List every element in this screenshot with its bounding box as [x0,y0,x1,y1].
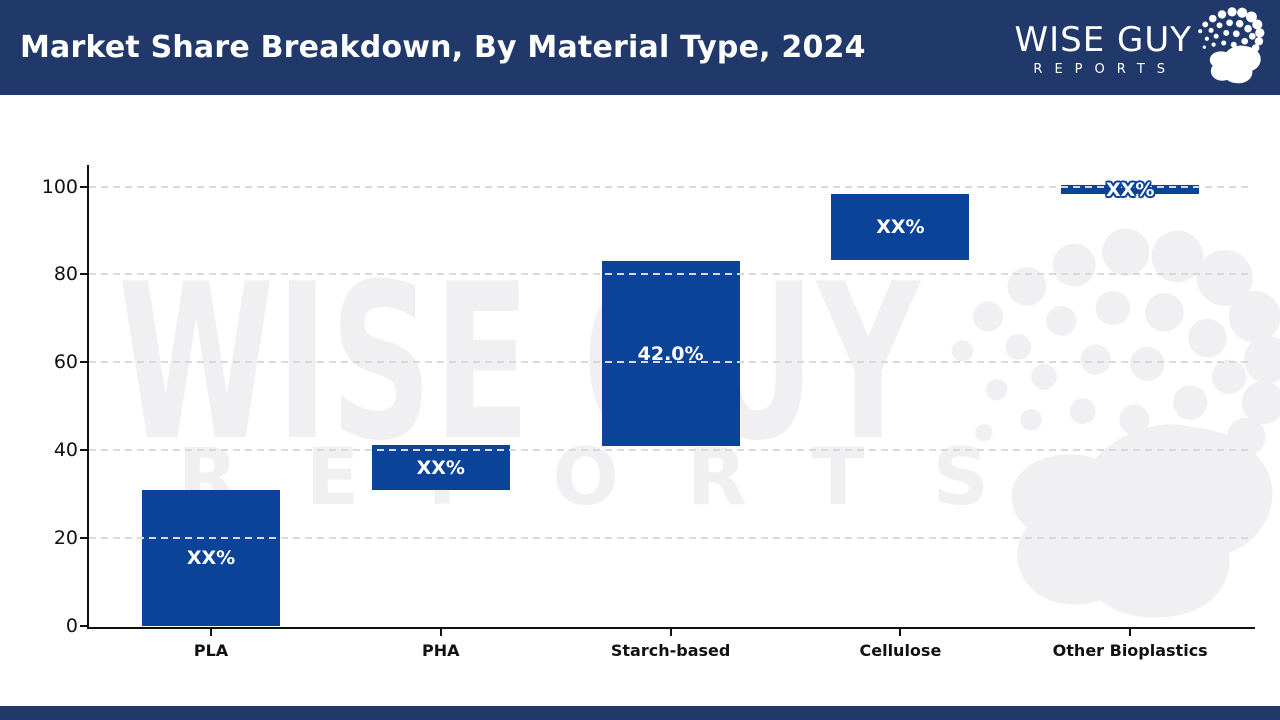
y-axis-spine [87,165,89,629]
y-tick-label: 60 [53,351,78,374]
logo-wordmark: WISE GUY [1014,19,1192,60]
bar-value-label: 42.0% [637,342,704,365]
bar-value-label: XX% [876,216,925,239]
gridline-y100 [89,185,1253,188]
gridline-y80 [89,273,1253,276]
y-tick-label: 40 [53,439,78,462]
footer-bar [0,706,1280,720]
logo-subtitle: REPORTS [1033,61,1178,77]
y-tick-mark [80,625,87,627]
bar-value-label: XX% [416,456,465,479]
bar-starch-based [601,261,740,446]
y-tick-mark [80,361,87,364]
logo-face-icon [1198,7,1265,84]
bar-value-label: XX% [1106,178,1155,201]
gridline-y20 [89,537,1253,540]
bar-other-bioplastics [1061,185,1200,195]
y-tick-mark [80,449,87,452]
x-tick-mark [669,629,672,636]
wiseguy-logo: WISE GUY REPORTS [1014,6,1266,90]
bar-pha [371,444,510,491]
x-tick-label-5: Other Bioplastics [1052,641,1208,660]
y-tick-label: 20 [53,527,78,550]
x-tick-mark [210,629,212,636]
y-tick-label: 80 [53,263,78,286]
y-tick-mark [80,185,87,188]
x-axis-spine [87,627,1255,629]
page-title: Market Share Breakdown, By Material Type… [20,30,866,65]
gridline-y40 [89,449,1253,452]
gridline-y60 [89,361,1253,364]
y-tick-mark [80,537,87,540]
x-tick-label-1: PLA [193,641,229,660]
y-tick-label: 0 [65,615,78,637]
x-tick-label-3: Starch-based [610,641,731,660]
x-tick-mark [439,629,442,636]
bar-value-label: XX% [186,546,236,569]
logo-text: WISE GUY REPORTS [1014,20,1192,77]
x-tick-mark [899,629,902,636]
watermark-face-icon [951,228,1280,618]
x-tick-label-2: PHA [422,641,460,660]
x-tick-label-4: Cellulose [859,641,942,660]
y-tick-label: 100 [41,175,78,198]
header-bar: Market Share Breakdown, By Material Type… [0,0,1280,95]
y-tick-mark [80,273,87,276]
bar-pla [142,489,280,626]
x-tick-mark [1129,629,1132,636]
bar-cellulose [831,194,970,261]
